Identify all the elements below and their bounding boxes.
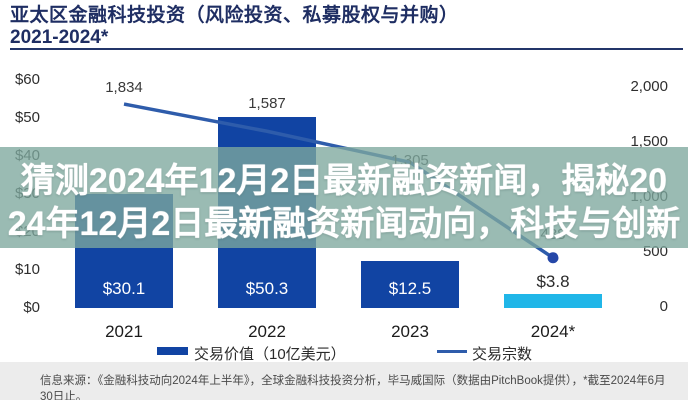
chart-legend: 交易价值（10亿美元） 交易宗数 bbox=[0, 343, 688, 363]
y-axis-tick-right: 2,000 bbox=[630, 77, 668, 95]
x-axis-label: 2021 bbox=[105, 322, 143, 341]
bar-value-label: $3.8 bbox=[536, 271, 570, 291]
y-axis-tick-right: 0 bbox=[659, 298, 668, 315]
x-axis-label: 2022 bbox=[248, 322, 286, 341]
legend-bar-label: 交易价值（10亿美元） bbox=[194, 346, 346, 363]
y-axis-tick-left: $0 bbox=[23, 299, 40, 316]
legend-line-label: 交易宗数 bbox=[472, 346, 533, 363]
line-end-dot bbox=[547, 252, 559, 264]
y-axis-tick-left: $60 bbox=[14, 71, 40, 88]
y-axis-tick-left: $10 bbox=[14, 261, 40, 278]
overlay-headline-line1: 猜测2024年12月2日最新融资新闻，揭秘20 bbox=[20, 162, 668, 200]
x-axis-label: 2024* bbox=[530, 322, 576, 341]
overlay-headline-line2: 24年12月2日最新融资新闻动向，科技与创新 bbox=[7, 205, 681, 243]
footer-band: 信息来源：《金融科技动向2024年上半年》，全球金融科技投资分析，毕马威国际（数… bbox=[0, 362, 688, 400]
y-axis-tick-left: $50 bbox=[14, 109, 40, 126]
chart-bar bbox=[504, 293, 602, 308]
bar-value-label: $12.5 bbox=[388, 279, 432, 298]
legend-line-swatch bbox=[437, 350, 467, 353]
chart-title-line1: 亚太区金融科技投资（风险投资、私募股权与并购） bbox=[10, 5, 459, 26]
source-note: 信息来源：《金融科技动向2024年上半年》，全球金融科技投资分析，毕马威国际（数… bbox=[40, 375, 666, 400]
line-point-label: 1,834 bbox=[105, 79, 143, 97]
x-axis-label: 2023 bbox=[391, 322, 429, 341]
bar-value-label: $50.3 bbox=[245, 279, 289, 298]
chart-bar bbox=[361, 260, 459, 308]
y-axis-tick-right: 1,500 bbox=[630, 132, 668, 150]
bar-value-label: $30.1 bbox=[102, 279, 146, 298]
legend-bar-swatch bbox=[157, 347, 188, 355]
chart-title-line2: 2021-2024* bbox=[10, 27, 109, 48]
chart-header: 亚太区金融科技投资（风险投资、私募股权与并购） 2021-2024* bbox=[10, 5, 682, 49]
overlay-band bbox=[0, 147, 688, 248]
overlay-headline: 猜测2024年12月2日最新融资新闻，揭秘20 24年12月2日最新融资新闻动向… bbox=[0, 160, 688, 246]
line-point-label: 1,587 bbox=[248, 95, 286, 113]
header-divider bbox=[10, 48, 683, 50]
